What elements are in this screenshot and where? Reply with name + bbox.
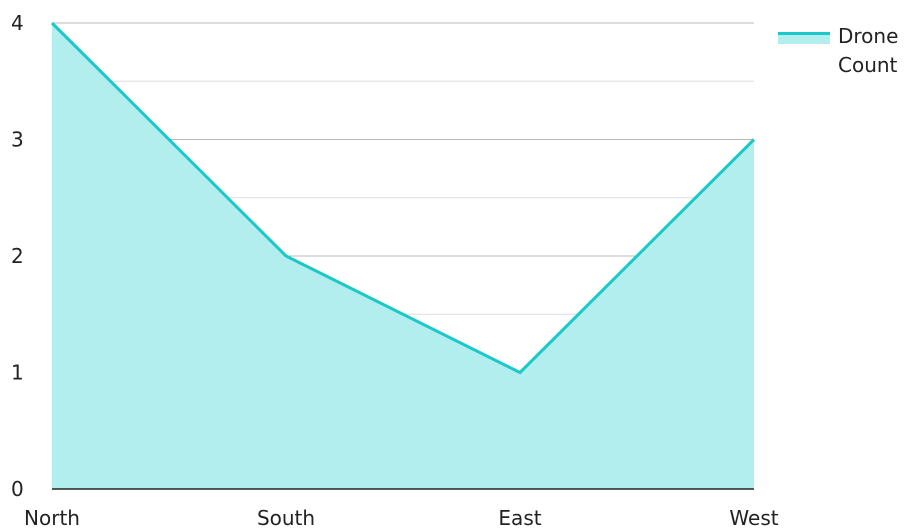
y-tick-label: 3 [11, 128, 24, 152]
legend-label: Drone Count [838, 24, 899, 77]
legend-swatch-fill [778, 35, 830, 44]
x-tick-label: West [729, 506, 778, 529]
x-axis-tick-labels: North South East West [24, 506, 779, 529]
legend-swatch-line [778, 32, 830, 35]
y-tick-label: 4 [11, 11, 24, 35]
x-tick-label: South [257, 506, 315, 529]
y-tick-label: 0 [11, 477, 24, 501]
series-line-drone-count [50, 21, 756, 375]
y-tick-label: 1 [11, 361, 24, 385]
legend-swatch [778, 32, 830, 44]
y-tick-label: 2 [11, 244, 24, 268]
series-area-drone-count [52, 23, 754, 489]
y-axis-tick-labels: 0 1 2 3 4 [11, 11, 24, 501]
x-tick-label: North [24, 506, 80, 529]
x-tick-label: East [498, 506, 541, 529]
